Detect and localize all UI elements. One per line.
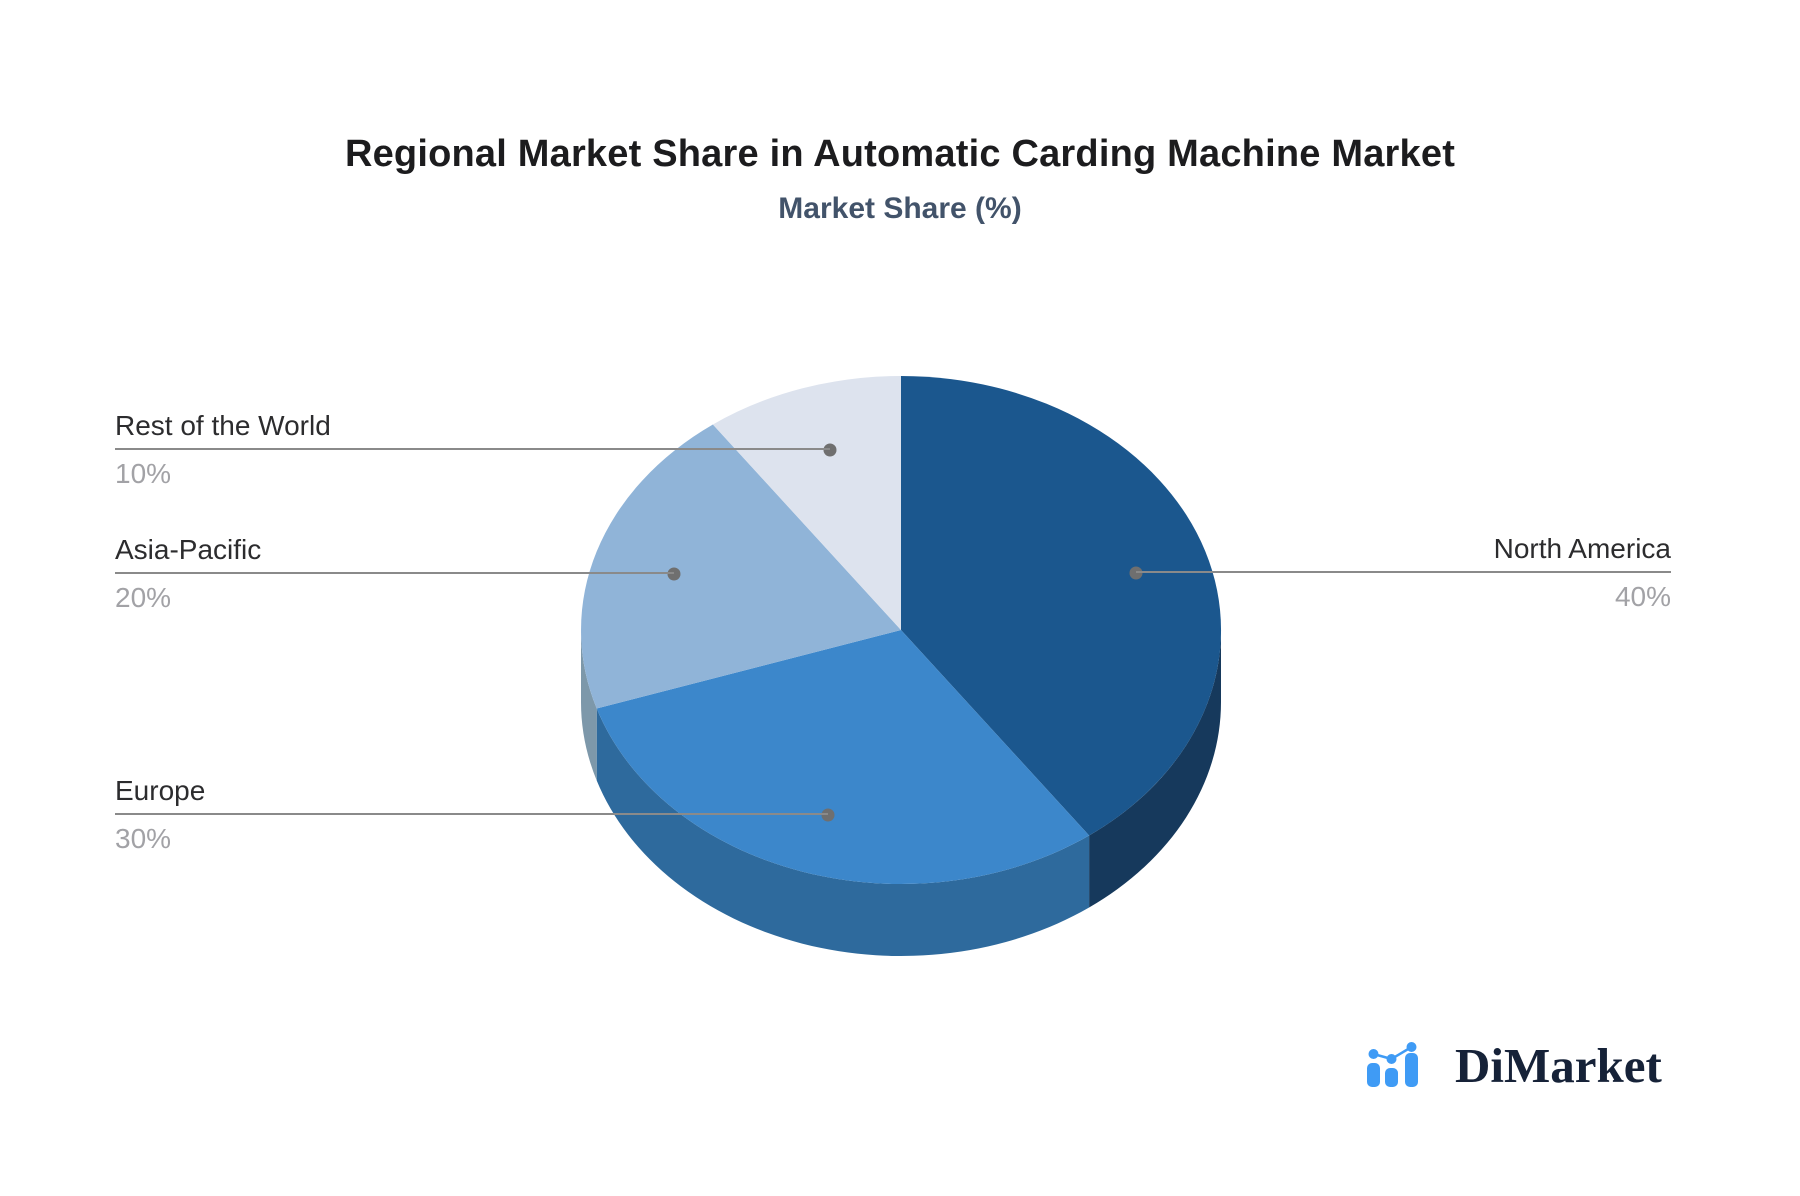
slice-label-name: Rest of the World	[115, 410, 830, 450]
slice-label-name: Europe	[115, 775, 828, 815]
slice-label-value: 20%	[115, 582, 172, 613]
leader-dot	[1129, 566, 1143, 580]
slice-label-name: Asia-Pacific	[115, 534, 674, 574]
pie-slice-side-europe	[596, 708, 1090, 956]
pie-slice-europe[interactable]	[596, 630, 1090, 884]
label-asia-pacific: Asia-Pacific 20%	[115, 534, 674, 614]
leader-dot	[823, 443, 837, 457]
leader-dot	[821, 808, 835, 822]
chart-title: Regional Market Share in Automatic Cardi…	[344, 133, 1456, 175]
pie-slice-north-america[interactable]	[901, 376, 1222, 836]
slice-label-value: 30%	[115, 823, 172, 854]
chart-subtitle: Market Share (%)	[778, 192, 1022, 225]
label-north-america: North America 40%	[1136, 533, 1671, 613]
slice-label-value: 40%	[1614, 581, 1671, 612]
dimarket-logo-text: DiMarket	[1455, 1038, 1662, 1093]
pie-slice-side-asia-pacific	[581, 630, 597, 781]
dimarket-logo-icon	[1367, 1042, 1418, 1087]
leader-dot	[667, 567, 681, 581]
pie-slice-asia-pacific[interactable]	[581, 424, 901, 709]
label-rest-of-the-world: Rest of the World 10%	[115, 410, 830, 490]
slice-label-name: North America	[1136, 533, 1671, 573]
slice-label-value: 10%	[115, 458, 172, 489]
label-europe: Europe 30%	[115, 775, 828, 855]
pie-slice-side-north-america	[1089, 630, 1221, 908]
pie-slice-rest-of-the-world[interactable]	[712, 376, 901, 630]
